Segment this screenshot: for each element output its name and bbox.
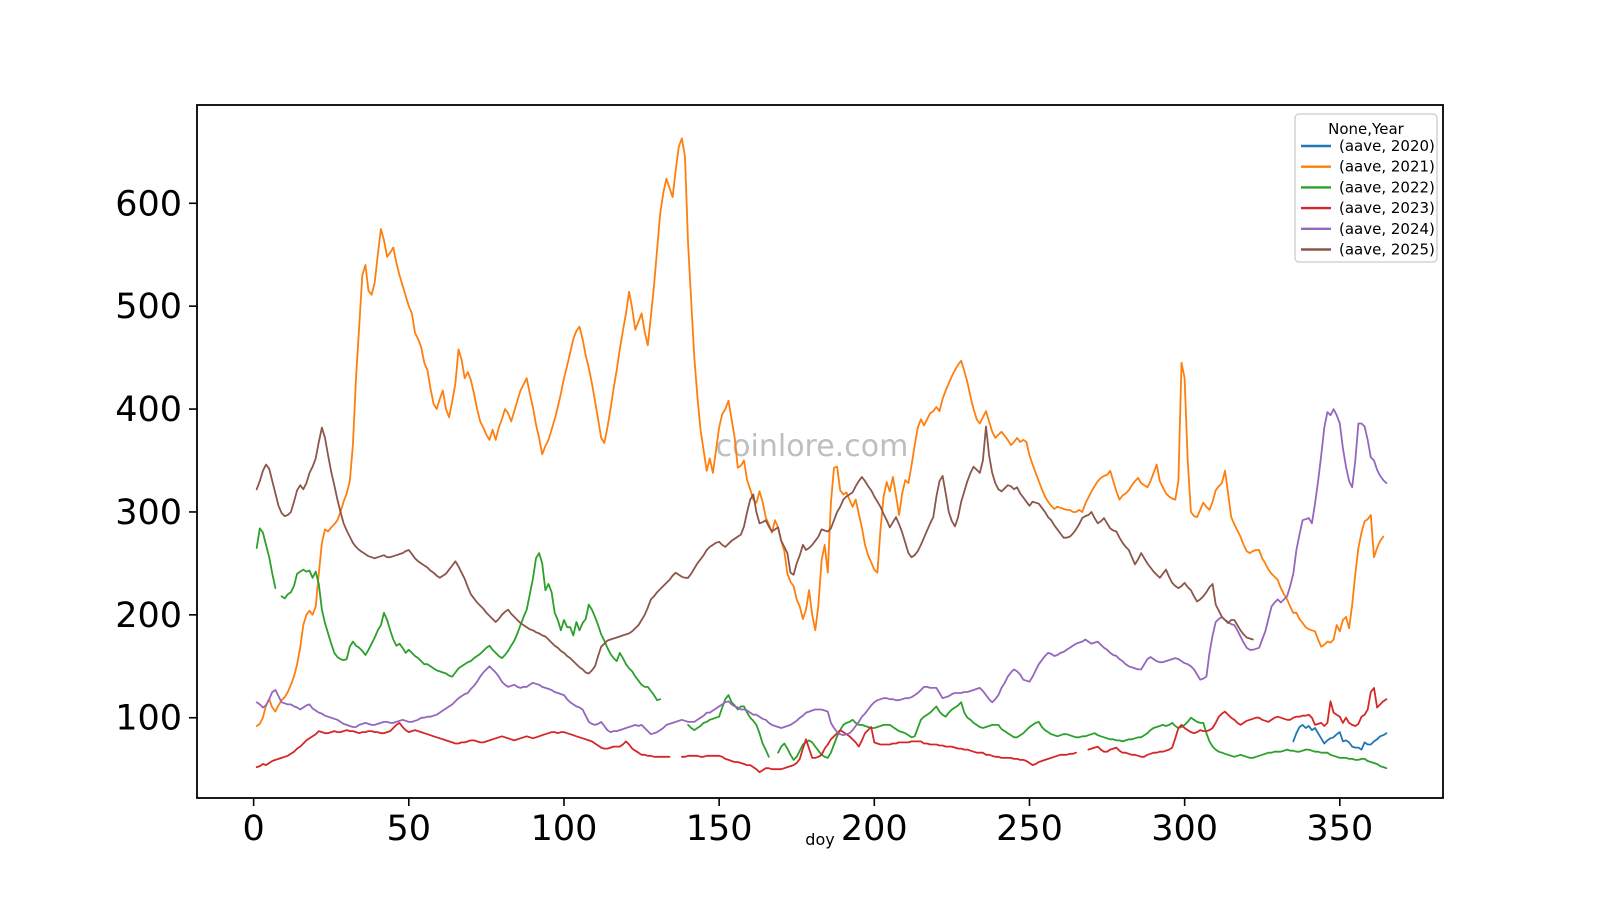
legend-label-2023: (aave, 2023) (1339, 199, 1435, 217)
legend-label-2020: (aave, 2020) (1339, 137, 1435, 155)
series-line-aave-2022-seg2 (280, 552, 662, 702)
x-tick-label-100: 100 (531, 809, 598, 849)
y-tick-label-100: 100 (115, 699, 182, 739)
y-tick-label-300: 300 (115, 493, 182, 533)
series-line-aave-2022-seg4 (777, 701, 1388, 770)
series-line-aave-2023-seg2 (681, 726, 1077, 774)
y-tick-label-200: 200 (115, 596, 182, 636)
series-line-aave-2024 (255, 408, 1388, 737)
plot-border (196, 104, 1444, 799)
legend-title: None,Year (1328, 120, 1404, 138)
y-tick-label-500: 500 (115, 287, 182, 327)
legend-label-2021: (aave, 2021) (1339, 158, 1435, 176)
x-tick-label-300: 300 (1151, 809, 1218, 849)
legend-label-2025: (aave, 2025) (1339, 241, 1435, 259)
series-line-aave-2023-seg1 (255, 722, 671, 768)
x-tick-label-200: 200 (841, 809, 908, 849)
series-line-aave-2023-seg3 (1087, 687, 1388, 758)
x-tick-label-350: 350 (1306, 809, 1373, 849)
x-tick-label-250: 250 (996, 809, 1063, 849)
x-tick-label-150: 150 (686, 809, 753, 849)
x-tick-label-0: 0 (242, 809, 264, 849)
y-axis: 100 200 300 400 500 600 (115, 184, 197, 739)
series-line-aave-2025 (255, 425, 1254, 675)
x-axis: 0 50 100 150 200 250 300 350 (242, 798, 1373, 849)
watermark: coinlore.com (716, 429, 909, 464)
series-line-aave-2022-seg3 (687, 694, 770, 758)
x-axis-title: doy (805, 830, 834, 849)
y-tick-label-600: 600 (115, 184, 182, 224)
legend-label-2024: (aave, 2024) (1339, 220, 1435, 238)
series-line-aave-2021 (255, 137, 1385, 727)
y-tick-label-400: 400 (115, 390, 182, 430)
plot-area (196, 104, 1444, 799)
legend: None,Year(aave, 2020) (aave, 2021) (aave, … (1294, 113, 1438, 263)
x-tick-label-50: 50 (387, 809, 432, 849)
legend-box (1294, 113, 1438, 263)
series-line-aave-2022-seg1 (255, 527, 277, 589)
legend-label-2022: (aave, 2022) (1339, 178, 1435, 196)
series-line-aave-2020 (1292, 724, 1388, 751)
series-lines (255, 137, 1388, 774)
